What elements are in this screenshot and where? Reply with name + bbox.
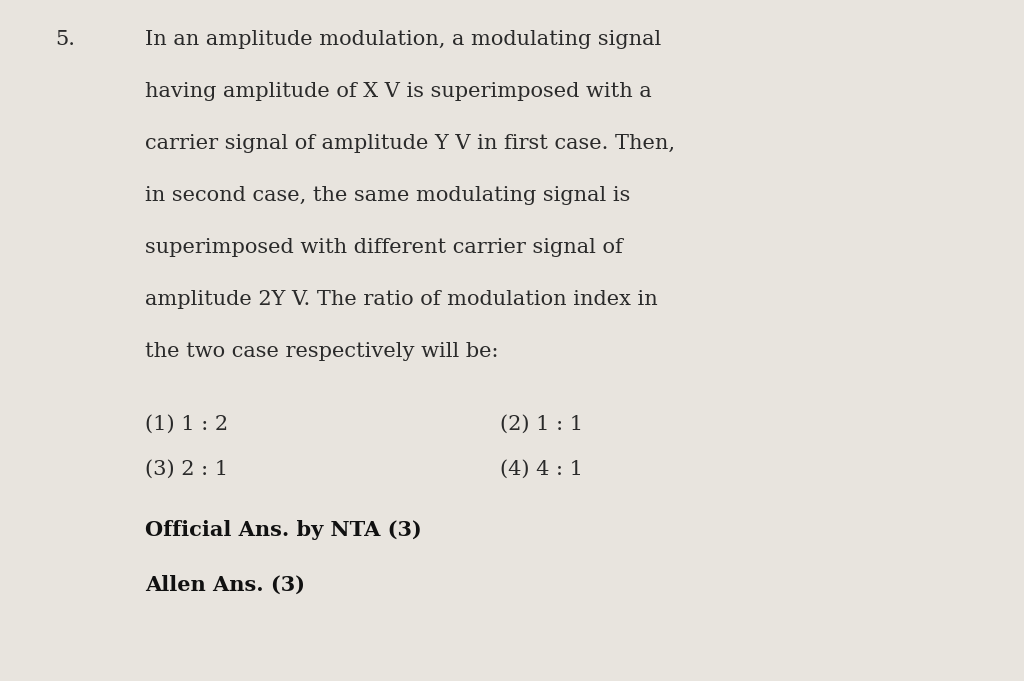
Text: (4) 4 : 1: (4) 4 : 1 — [500, 460, 583, 479]
Text: Allen Ans. (3): Allen Ans. (3) — [145, 575, 305, 595]
Text: Official Ans. by NTA (3): Official Ans. by NTA (3) — [145, 520, 422, 540]
Text: carrier signal of amplitude Y V in first case. Then,: carrier signal of amplitude Y V in first… — [145, 134, 675, 153]
Text: (1) 1 : 2: (1) 1 : 2 — [145, 415, 228, 434]
Text: (3) 2 : 1: (3) 2 : 1 — [145, 460, 228, 479]
Text: the two case respectively will be:: the two case respectively will be: — [145, 342, 499, 361]
Text: amplitude 2Y V. The ratio of modulation index in: amplitude 2Y V. The ratio of modulation … — [145, 290, 657, 309]
Text: in second case, the same modulating signal is: in second case, the same modulating sign… — [145, 186, 631, 205]
Text: (2) 1 : 1: (2) 1 : 1 — [500, 415, 583, 434]
Text: having amplitude of X V is superimposed with a: having amplitude of X V is superimposed … — [145, 82, 651, 101]
Text: 5.: 5. — [55, 30, 75, 49]
Text: superimposed with different carrier signal of: superimposed with different carrier sign… — [145, 238, 623, 257]
Text: In an amplitude modulation, a modulating signal: In an amplitude modulation, a modulating… — [145, 30, 662, 49]
